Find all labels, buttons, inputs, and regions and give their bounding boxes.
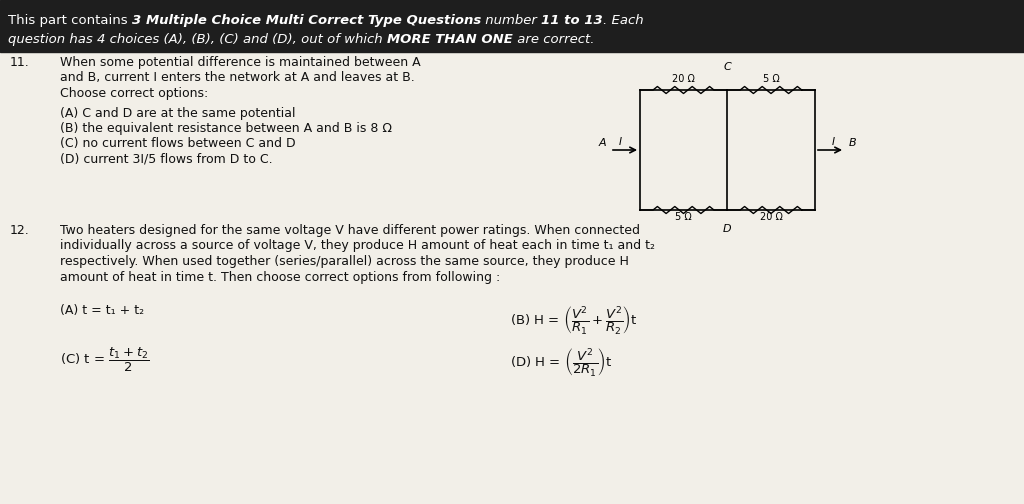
Text: amount of heat in time t. Then choose correct options from following :: amount of heat in time t. Then choose co… <box>60 271 501 283</box>
Text: . Each: . Each <box>603 14 643 27</box>
Text: question has 4 choices (A), (B), (C) and (D), out of which: question has 4 choices (A), (B), (C) and… <box>8 33 387 46</box>
Text: D: D <box>723 224 731 234</box>
Text: I: I <box>618 137 622 147</box>
Text: and B, current I enters the network at A and leaves at B.: and B, current I enters the network at A… <box>60 72 415 85</box>
Text: (A) t = t₁ + t₂: (A) t = t₁ + t₂ <box>60 304 144 317</box>
Text: 20 Ω: 20 Ω <box>760 212 782 222</box>
Text: (D) H = $\left(\dfrac{V^2}{2R_1}\right)$t: (D) H = $\left(\dfrac{V^2}{2R_1}\right)$… <box>510 346 612 378</box>
Text: 12.: 12. <box>10 224 30 237</box>
Text: 3: 3 <box>132 14 145 27</box>
Text: C: C <box>723 62 731 72</box>
Text: 5 Ω: 5 Ω <box>763 74 779 84</box>
Text: individually across a source of voltage V, they produce H amount of heat each in: individually across a source of voltage … <box>60 239 655 253</box>
Text: MORE THAN ONE: MORE THAN ONE <box>387 33 513 46</box>
Text: (A) C and D are at the same potential: (A) C and D are at the same potential <box>60 106 296 119</box>
Text: When some potential difference is maintained between A: When some potential difference is mainta… <box>60 56 421 69</box>
Text: (B) H = $\left(\dfrac{V^2}{R_1} + \dfrac{V^2}{R_2}\right)$t: (B) H = $\left(\dfrac{V^2}{R_1} + \dfrac… <box>510 304 638 336</box>
Bar <box>0 0 1024 52</box>
Text: 5 Ω: 5 Ω <box>675 212 692 222</box>
Text: 20 Ω: 20 Ω <box>672 74 695 84</box>
Text: are correct.: are correct. <box>513 33 594 46</box>
Text: (C) no current flows between C and D: (C) no current flows between C and D <box>60 138 296 151</box>
Text: 11.: 11. <box>10 56 30 69</box>
Text: (D) current 3I/5 flows from D to C.: (D) current 3I/5 flows from D to C. <box>60 153 272 166</box>
Text: I: I <box>831 137 835 147</box>
Text: (B) the equivalent resistance between A and B is 8 Ω: (B) the equivalent resistance between A … <box>60 122 392 135</box>
Text: 11 to 13: 11 to 13 <box>541 14 603 27</box>
Text: respectively. When used together (series/parallel) across the same source, they : respectively. When used together (series… <box>60 255 629 268</box>
Text: (C) t = $\dfrac{t_1 + t_2}{2}$: (C) t = $\dfrac{t_1 + t_2}{2}$ <box>60 346 150 374</box>
Text: Choose correct options:: Choose correct options: <box>60 87 208 100</box>
Text: A: A <box>598 138 606 148</box>
Text: B: B <box>849 138 857 148</box>
Text: Two heaters designed for the same voltage V have different power ratings. When c: Two heaters designed for the same voltag… <box>60 224 640 237</box>
Text: Multiple Choice Multi Correct Type Questions: Multiple Choice Multi Correct Type Quest… <box>145 14 481 27</box>
Text: This part contains: This part contains <box>8 14 132 27</box>
Text: number: number <box>481 14 541 27</box>
